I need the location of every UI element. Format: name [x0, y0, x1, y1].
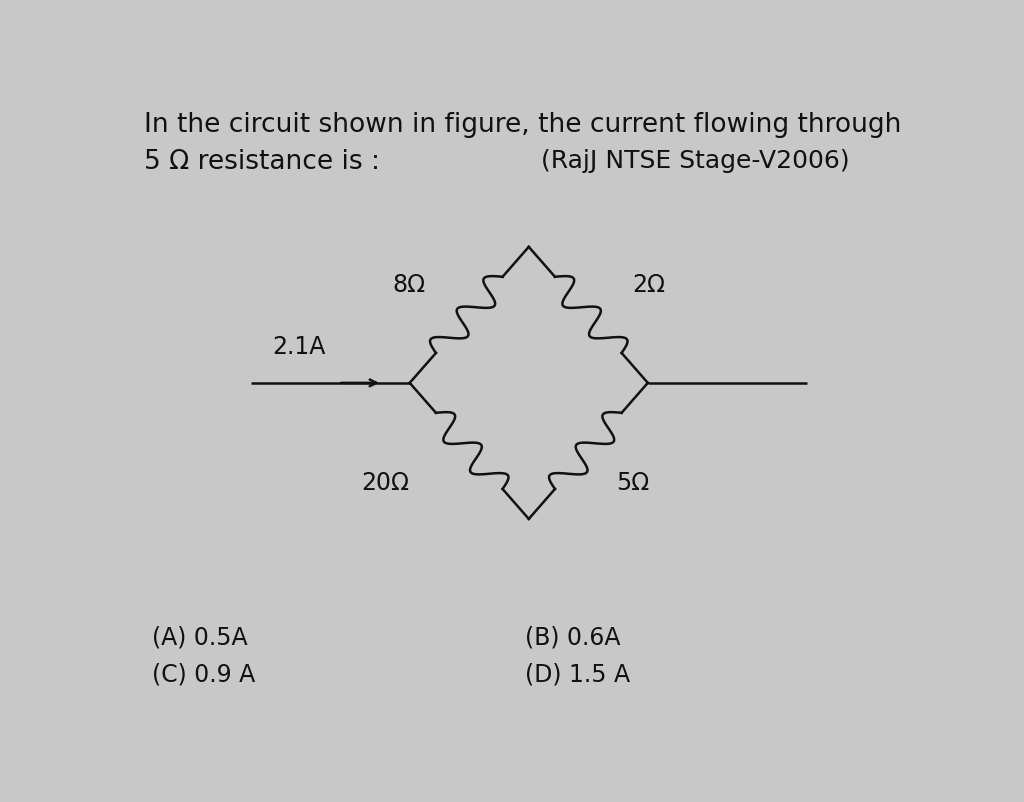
Text: 2Ω: 2Ω — [632, 273, 665, 297]
Text: 5Ω: 5Ω — [616, 470, 649, 494]
Text: (B) 0.6A: (B) 0.6A — [524, 625, 621, 649]
Text: 8Ω: 8Ω — [392, 273, 426, 297]
Text: 5 Ω resistance is :: 5 Ω resistance is : — [143, 148, 380, 175]
Text: (C) 0.9 A: (C) 0.9 A — [152, 662, 255, 686]
Text: In the circuit shown in figure, the current flowing through: In the circuit shown in figure, the curr… — [143, 111, 901, 138]
Text: (D) 1.5 A: (D) 1.5 A — [524, 662, 630, 686]
Text: (A) 0.5A: (A) 0.5A — [152, 625, 248, 649]
Text: (RajJ NTSE Stage-V2006): (RajJ NTSE Stage-V2006) — [541, 148, 849, 172]
Text: 2.1A: 2.1A — [272, 334, 326, 358]
Text: 20Ω: 20Ω — [361, 470, 410, 494]
